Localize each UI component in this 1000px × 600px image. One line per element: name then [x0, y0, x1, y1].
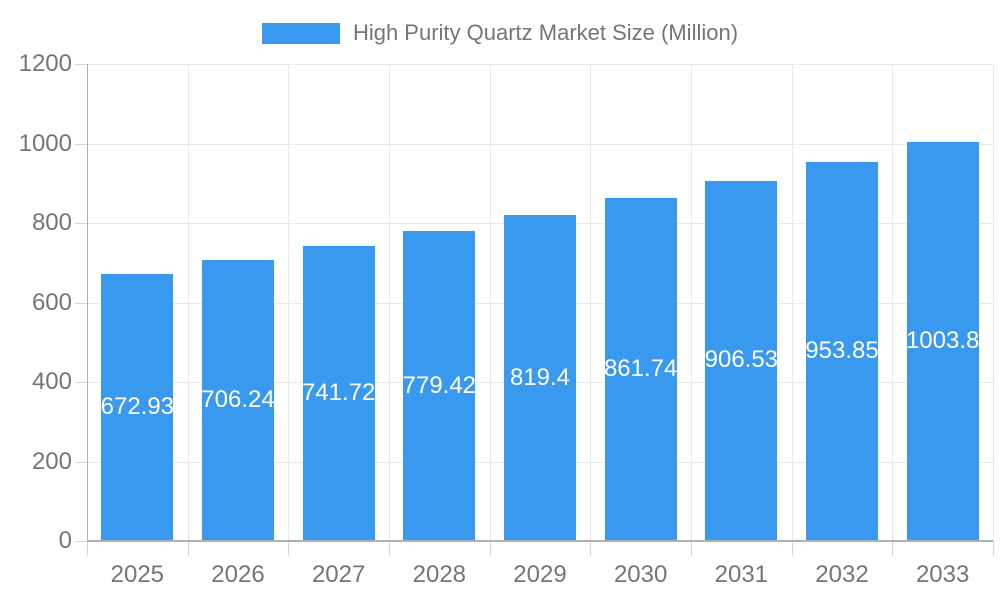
y-axis-line — [87, 64, 88, 541]
y-axis-label: 1000 — [18, 129, 72, 157]
bar-2032[interactable] — [806, 161, 878, 540]
x-axis-label: 2028 — [412, 561, 467, 588]
gridline-vertical — [288, 64, 290, 541]
bar-2031[interactable] — [705, 180, 778, 540]
x-axis-tick — [590, 541, 592, 556]
gridline-vertical — [791, 64, 793, 541]
gridline-vertical — [590, 64, 592, 541]
x-axis-tick — [87, 541, 88, 556]
y-axis-tick — [75, 382, 87, 383]
legend-label: High Purity Quartz Market Size (Million) — [352, 20, 739, 45]
legend-item[interactable]: High Purity Quartz Market Size (Million) — [0, 22, 1000, 44]
x-axis-label: 2032 — [815, 561, 869, 588]
gridline-vertical — [489, 64, 491, 541]
x-axis-line — [87, 540, 993, 542]
gridline-vertical — [389, 64, 390, 541]
y-axis-label: 200 — [31, 447, 72, 475]
gridline-vertical — [993, 64, 994, 541]
bar-2028[interactable] — [403, 231, 476, 540]
gridline-vertical — [892, 64, 894, 541]
y-axis-tick — [75, 541, 87, 542]
x-axis-tick — [187, 541, 189, 556]
y-axis-tick — [75, 302, 87, 304]
x-axis-tick — [892, 541, 894, 556]
x-axis-tick — [691, 541, 692, 556]
y-axis-tick — [75, 223, 87, 224]
x-axis-tick — [288, 541, 290, 556]
x-axis-tick — [993, 541, 994, 556]
legend-swatch — [261, 22, 340, 44]
y-axis-label: 800 — [31, 209, 72, 236]
y-axis-tick — [75, 461, 87, 463]
gridline-vertical — [691, 64, 692, 541]
x-axis-tick — [791, 541, 793, 556]
y-axis-label: 400 — [31, 368, 72, 395]
y-axis-tick — [75, 143, 87, 145]
gridline-horizontal — [87, 143, 993, 145]
y-axis-tick — [75, 64, 87, 65]
y-axis-label: 1200 — [18, 50, 72, 77]
x-axis-label: 2025 — [110, 561, 165, 588]
x-axis-label: 2026 — [211, 561, 265, 588]
x-axis-label: 2027 — [311, 561, 366, 588]
bar-2025[interactable] — [101, 273, 174, 540]
x-axis-tick — [389, 541, 390, 556]
x-axis-label: 2033 — [915, 561, 970, 588]
gridline-horizontal — [87, 64, 993, 65]
bar-2027[interactable] — [302, 246, 375, 540]
x-axis-label: 2031 — [714, 561, 769, 588]
x-axis-label: 2029 — [513, 561, 567, 588]
gridline-vertical — [187, 64, 189, 541]
x-axis-tick — [489, 541, 491, 556]
bar-2029[interactable] — [504, 215, 576, 540]
y-axis-label: 600 — [31, 288, 72, 316]
y-axis-label: 0 — [58, 527, 72, 554]
x-axis-label: 2030 — [613, 561, 668, 588]
bar-2033[interactable] — [906, 141, 979, 540]
bar-2030[interactable] — [604, 198, 677, 540]
bar-2026[interactable] — [202, 260, 274, 540]
